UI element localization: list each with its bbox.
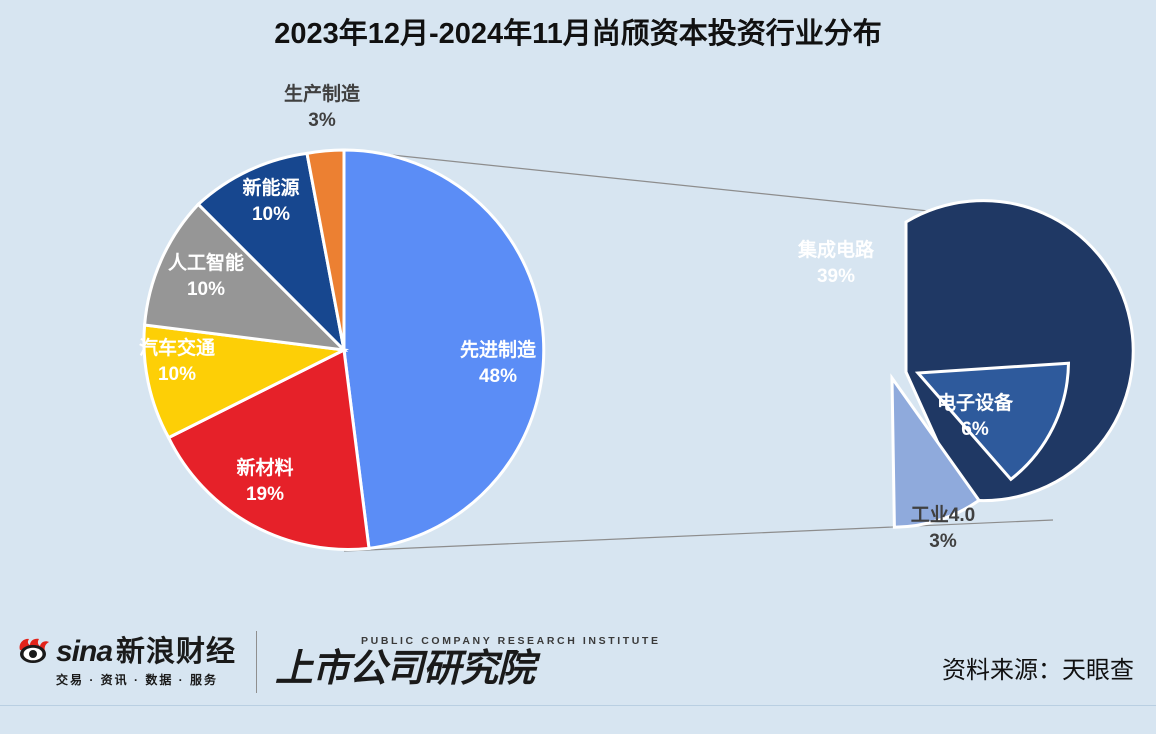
pie-slice-new-energy[interactable] bbox=[196, 151, 347, 355]
sina-finance-logo: sina 新浪财经 交易 · 资讯 · 数据 · 服务 bbox=[14, 627, 236, 697]
main-pie-group bbox=[142, 148, 546, 551]
pie-slice-industry-40[interactable] bbox=[890, 373, 982, 529]
institute-logo: PUBLIC COMPANY RESEARCH INSTITUTE 上市公司研究… bbox=[275, 627, 661, 697]
sina-finance-name: 新浪财经 bbox=[116, 635, 237, 668]
sina-tagline: 交易 · 资讯 · 数据 · 服务 bbox=[56, 672, 219, 687]
institute-name-en: PUBLIC COMPANY RESEARCH INSTITUTE bbox=[361, 634, 661, 647]
detail-pie-group bbox=[890, 199, 1135, 529]
pie-slice-production-manufacturing[interactable] bbox=[305, 148, 346, 351]
footer: sina 新浪财经 交易 · 资讯 · 数据 · 服务 PUBLIC COMPA… bbox=[0, 612, 1156, 712]
pie-slice-artificial-intelligence[interactable] bbox=[142, 202, 349, 353]
brand-divider bbox=[256, 631, 258, 693]
pie-slice-auto-transport[interactable] bbox=[142, 323, 350, 440]
institute-name-cn: 上市公司研究院 bbox=[275, 647, 535, 690]
pie-slice-new-materials[interactable] bbox=[166, 347, 371, 551]
source-note: 资料来源：天眼查 bbox=[942, 657, 1134, 684]
brand-block: sina 新浪财经 交易 · 资讯 · 数据 · 服务 PUBLIC COMPA… bbox=[14, 624, 661, 700]
sina-logo-row: sina 新浪财经 bbox=[14, 634, 237, 668]
page-title: 2023年12月-2024年11月尚颀资本投资行业分布 bbox=[274, 18, 882, 50]
pie-slice-electronic-equipment[interactable] bbox=[914, 361, 1071, 482]
sina-eye-icon bbox=[14, 637, 54, 667]
pie-slice-advanced-manufacturing[interactable] bbox=[342, 148, 546, 551]
sina-wordmark: sina bbox=[56, 634, 113, 668]
footer-divider bbox=[0, 705, 1156, 706]
